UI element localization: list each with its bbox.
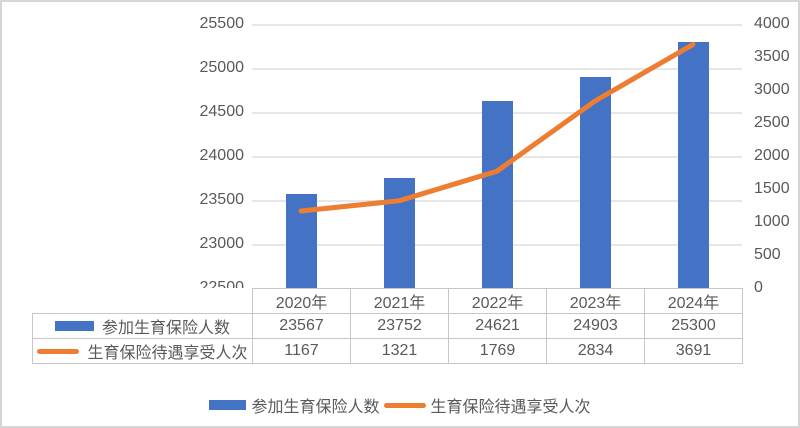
right-axis-tick-label: 1500 [754, 180, 790, 197]
bar-2022年 [482, 101, 513, 288]
right-axis-tick-label: 2000 [754, 147, 790, 164]
series-label: 参加生育保险人数 [101, 320, 230, 337]
line-series-key-icon [37, 348, 80, 354]
bar-series-row: 参加生育保险人数 23567 23752 24621 24903 25300 [32, 313, 743, 339]
table-corner-blank [33, 289, 253, 314]
value-cell: 25300 [644, 313, 743, 339]
right-axis-tick-label: 3500 [754, 48, 790, 65]
value-cell: 2834 [546, 338, 645, 364]
line-legend-swatch-icon [383, 402, 426, 408]
line-series-path [298, 41, 696, 214]
legend-label: 生育保险待遇享受人次 [430, 399, 591, 416]
left-axis-tick-label: 23500 [199, 191, 245, 208]
legend-item-line: 生育保险待遇享受人次 [383, 393, 591, 417]
left-axis-tick-label: 25500 [199, 15, 245, 32]
series-label-cell: 参加生育保险人数 [32, 313, 253, 339]
bar-legend-swatch-icon [209, 400, 247, 410]
series-label: 生育保险待遇享受人次 [87, 345, 248, 362]
left-axis-tick-label: 24000 [199, 147, 245, 164]
right-axis-tick-label: 2500 [754, 114, 790, 131]
right-axis-tick-label: 4000 [754, 15, 790, 32]
line-series-row: 生育保险待遇享受人次 1167 1321 1769 2834 3691 [32, 338, 743, 364]
year-header-cell: 2022年 [448, 288, 547, 314]
gridline [252, 24, 742, 26]
plot-area [252, 24, 742, 288]
right-axis-tick-label: 500 [754, 246, 781, 263]
legend-item-bar: 参加生育保险人数 [209, 393, 380, 417]
table-header-row: 2020年 2021年 2022年 2023年 2024年 [33, 288, 743, 314]
bar-series-key-icon [54, 321, 94, 331]
line-series [298, 41, 696, 214]
value-cell: 1321 [350, 338, 449, 364]
value-cell: 23752 [350, 313, 449, 339]
value-cell: 24903 [546, 313, 645, 339]
legend-label: 参加生育保险人数 [251, 399, 380, 416]
left-axis-tick-label: 24500 [199, 103, 245, 120]
year-header-cell: 2023年 [546, 288, 645, 314]
year-header-cell: 2021年 [350, 288, 449, 314]
value-cell: 23567 [252, 313, 351, 339]
gridline [252, 68, 742, 70]
year-header-cell: 2024年 [644, 288, 743, 314]
value-cell: 3691 [644, 338, 743, 364]
value-cell: 1769 [448, 338, 547, 364]
chart-data-table: 2020年 2021年 2022年 2023年 2024年 参加生育保险人数 2… [32, 288, 743, 364]
right-axis-tick-label: 3000 [754, 81, 790, 98]
value-cell: 24621 [448, 313, 547, 339]
series-label-cell: 生育保险待遇享受人次 [32, 338, 253, 364]
right-axis-tick-label: 0 [754, 279, 763, 296]
chart-legend: 参加生育保险人数 生育保险待遇享受人次 [2, 393, 798, 417]
value-cell: 1167 [252, 338, 351, 364]
year-header-cell: 2020年 [252, 288, 351, 314]
bar-2023年 [580, 76, 611, 288]
bar-2024年 [678, 41, 709, 288]
left-axis-tick-label: 23000 [199, 235, 245, 252]
left-axis-tick-label: 25000 [199, 59, 245, 76]
right-axis-tick-label: 1000 [754, 213, 790, 230]
